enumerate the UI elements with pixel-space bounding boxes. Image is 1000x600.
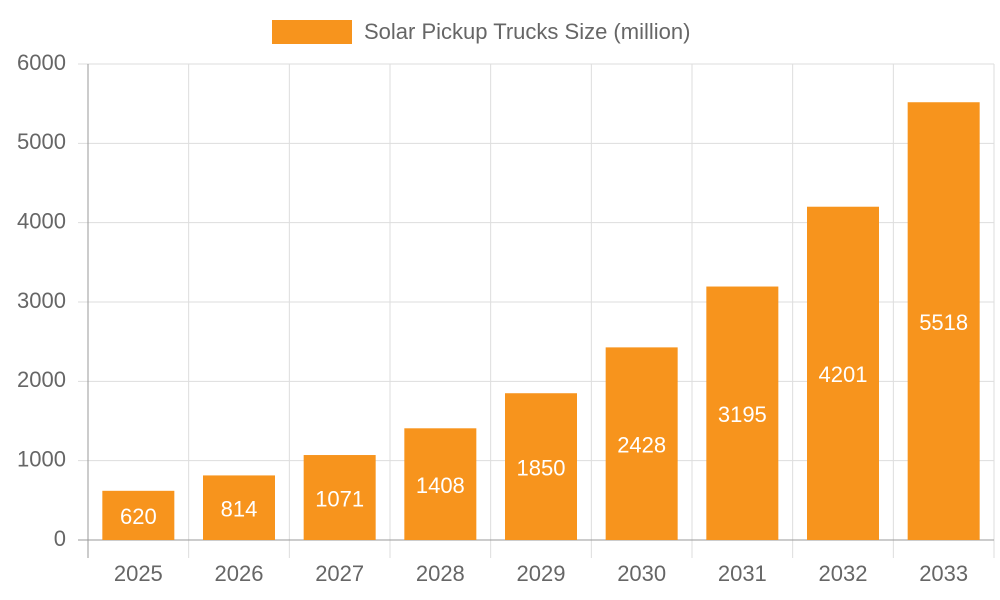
data-label: 4201 [819, 362, 868, 387]
bar [102, 490, 175, 540]
x-tick-label: 2026 [215, 561, 264, 586]
data-label: 1408 [416, 473, 465, 498]
data-label: 1071 [315, 486, 364, 511]
x-tick-label: 2030 [617, 561, 666, 586]
data-label: 620 [120, 504, 157, 529]
bar [404, 428, 477, 540]
x-tick-label: 2027 [315, 561, 364, 586]
bar [706, 286, 779, 540]
data-label: 5518 [919, 310, 968, 335]
bar [505, 393, 577, 540]
data-label: 1850 [517, 455, 566, 480]
y-tick-label: 5000 [17, 129, 66, 154]
data-label: 814 [221, 497, 258, 522]
legend-label: Solar Pickup Trucks Size (million) [364, 19, 690, 44]
x-tick-label: 2032 [819, 561, 868, 586]
data-label: 3195 [718, 402, 767, 427]
y-tick-label: 0 [54, 526, 66, 551]
y-tick-label: 6000 [17, 50, 66, 75]
x-tick-label: 2033 [919, 561, 968, 586]
data-label: 2428 [617, 433, 666, 458]
y-tick-label: 1000 [17, 446, 66, 471]
x-tick-label: 2029 [517, 561, 566, 586]
bar [807, 206, 879, 540]
bar [907, 102, 980, 540]
y-tick-label: 3000 [17, 288, 66, 313]
x-tick-label: 2025 [114, 561, 163, 586]
legend-swatch [272, 20, 352, 44]
x-tick-label: 2031 [718, 561, 767, 586]
bar [605, 347, 678, 540]
bar [203, 475, 275, 540]
x-tick-label: 2028 [416, 561, 465, 586]
y-tick-label: 4000 [17, 208, 66, 233]
bar [303, 455, 376, 540]
y-tick-label: 2000 [17, 367, 66, 392]
